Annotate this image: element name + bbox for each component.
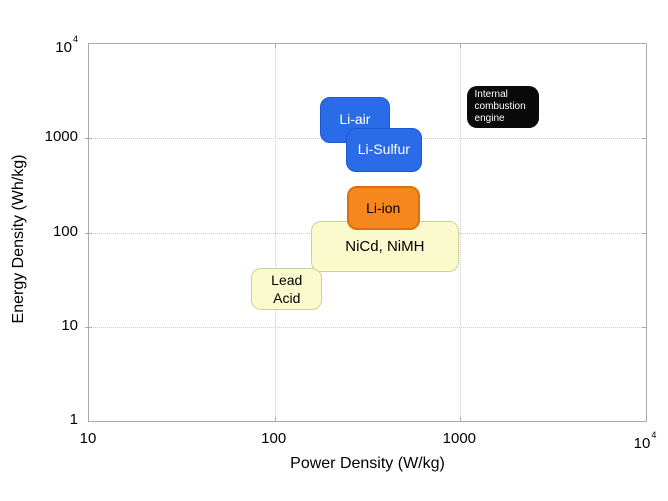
y-tick-label-1000: 1000 <box>44 128 78 146</box>
x-tick-label-10e4: 104 <box>633 430 657 452</box>
region-label-line: Internal <box>474 89 508 101</box>
y-tick-right <box>642 138 646 140</box>
x-tick-bottom <box>274 417 276 421</box>
y-tick-label-1: 1 <box>69 411 78 428</box>
region-label-line: Li-Sulfur <box>357 141 410 158</box>
plot-area: Lead Acid NiCd, NiMH Li-ion Li-air Li-Sulfur I… <box>85 43 647 422</box>
region-li-ion: Li-ion <box>346 186 420 231</box>
y-tick-label-10: 10 <box>61 316 78 334</box>
region-label-line: Li-ion <box>366 199 401 216</box>
y-tick-label-10e4: 104 <box>55 34 78 56</box>
region-internal-combustion-engine: Internal combustion engine <box>466 85 540 129</box>
exponent: 4 <box>651 430 657 441</box>
y-tick-right <box>642 326 646 328</box>
x-axis-title: Power Density (W/kg) <box>290 455 445 472</box>
y-tick-label-100: 100 <box>52 222 78 240</box>
region-label-line: Acid <box>273 290 301 307</box>
y-tick-left <box>85 232 92 234</box>
region-label-line: Li-air <box>339 111 371 128</box>
region-label-line: engine <box>474 113 505 125</box>
x-tick-label-1000: 1000 <box>442 430 477 447</box>
region-label-line: combustion <box>474 101 526 113</box>
x-tick-label-100: 100 <box>261 430 287 447</box>
y-tick-left <box>85 138 92 140</box>
x-tick-label-10: 10 <box>79 430 97 447</box>
y-tick-right <box>642 232 646 234</box>
y-tick-left <box>85 326 92 328</box>
region-li-sulfur: Li-Sulfur <box>345 127 422 173</box>
region-label-line: Lead <box>271 272 303 289</box>
region-lead-acid: Lead Acid <box>251 268 323 311</box>
exponent: 4 <box>72 34 78 45</box>
x-tick-bottom <box>460 417 462 421</box>
region-label-line: NiCd, NiMH <box>345 237 425 255</box>
x-tick-top <box>274 44 276 48</box>
y-gridline-10 <box>89 326 646 328</box>
x-tick-top <box>460 44 462 48</box>
